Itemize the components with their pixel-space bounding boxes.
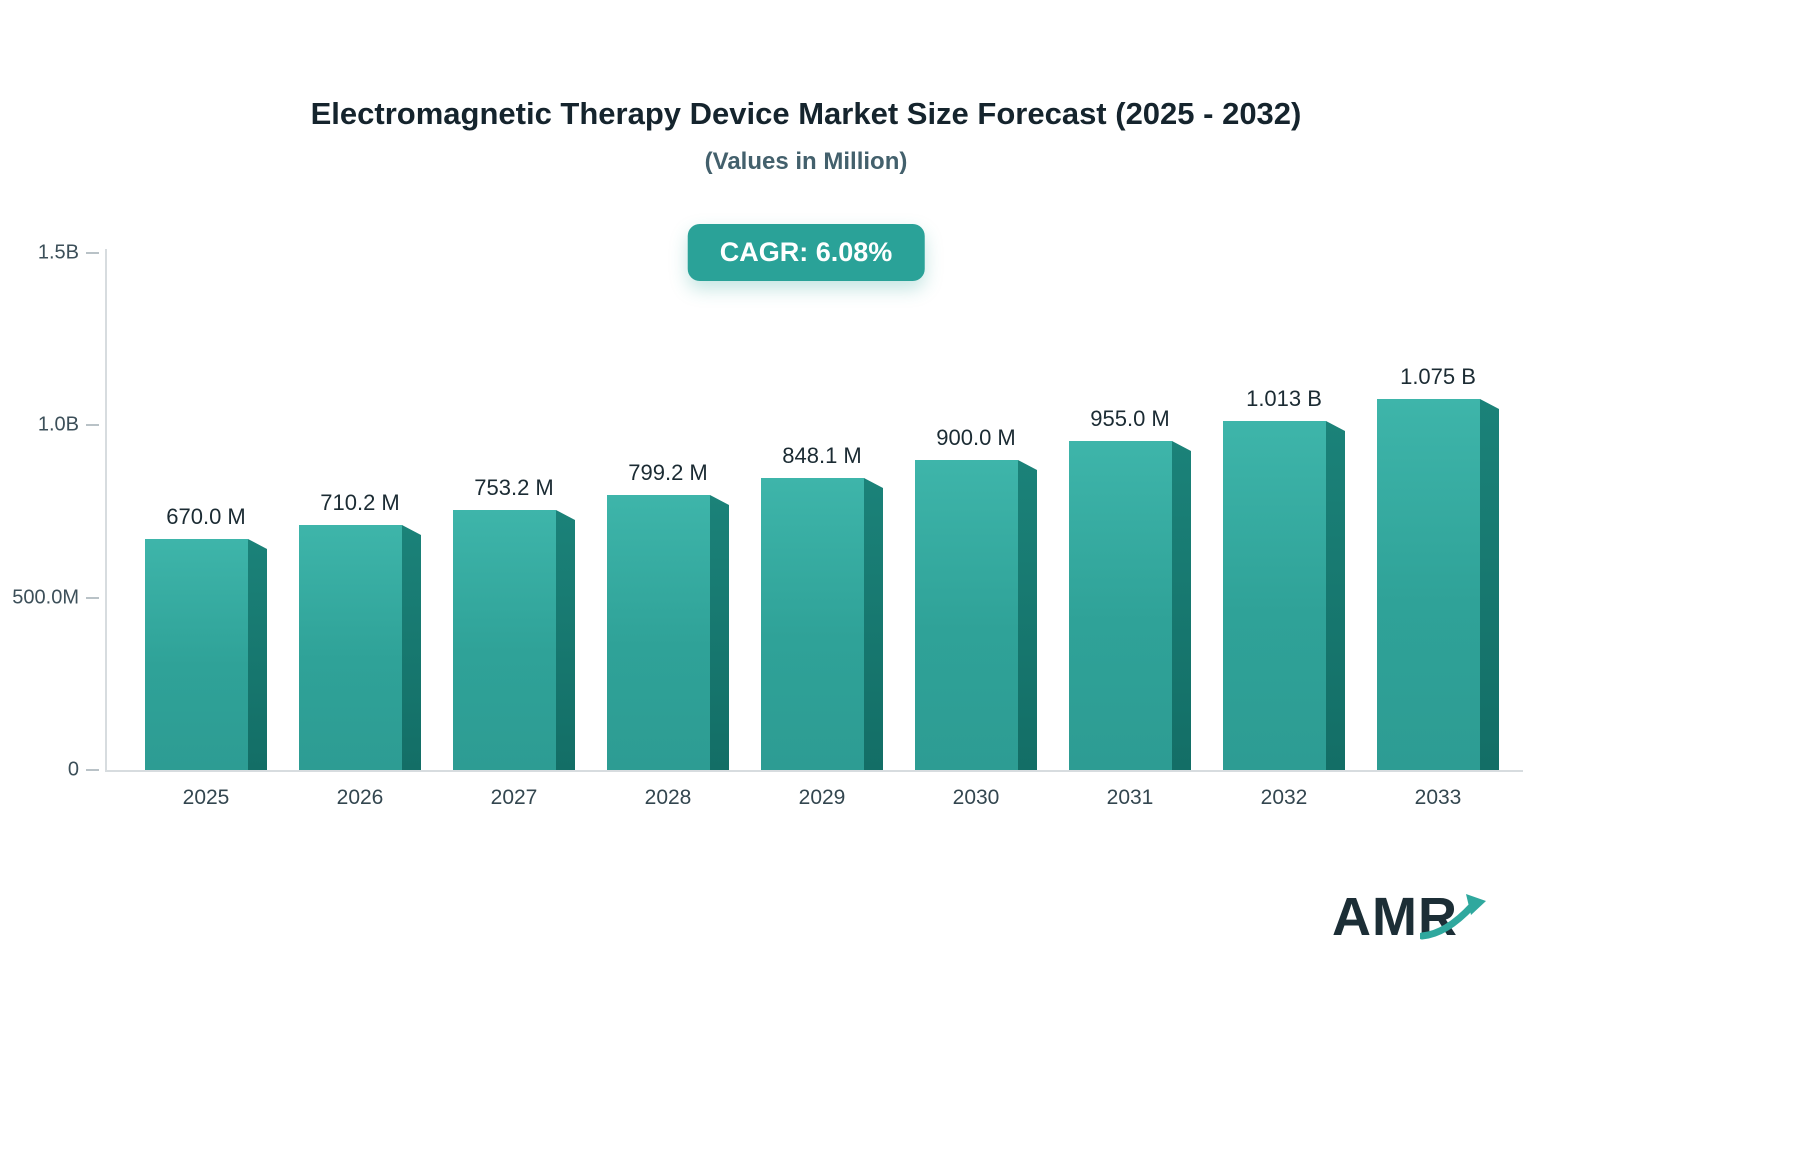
- y-tick-label: 0: [67, 758, 79, 781]
- y-tick-mark: [86, 424, 99, 427]
- bar-side: [248, 539, 267, 770]
- bar-face: [915, 460, 1018, 770]
- y-tick-mark: [86, 252, 99, 254]
- bar-value-label: 955.0 M: [1090, 406, 1170, 431]
- x-axis-label: 2025: [182, 786, 230, 809]
- bar-2030: 900.0 M: [915, 425, 1037, 770]
- bar-value-label: 1.013 B: [1246, 386, 1322, 411]
- bar-slot: 955.0 M 2031: [1053, 253, 1207, 809]
- bar-2025: 670.0 M: [145, 504, 267, 770]
- bar-face: [761, 478, 864, 770]
- bar-slot: 710.2 M 2026: [283, 253, 437, 809]
- bar-2027: 753.2 M: [453, 475, 575, 770]
- bar-slot: 848.1 M 2029: [745, 253, 899, 809]
- y-tick-mark: [86, 769, 99, 771]
- chart-title: Electromagnetic Therapy Device Market Si…: [310, 96, 1302, 131]
- y-tick-label: 1.0B: [37, 413, 79, 436]
- cagr-badge: CAGR: 6.08%: [687, 224, 925, 281]
- bar-slot: 1.075 B 2033: [1361, 253, 1515, 809]
- bar-value-label: 753.2 M: [474, 475, 554, 500]
- bar-2031: 955.0 M: [1069, 406, 1191, 770]
- bar-side: [1480, 399, 1499, 770]
- bars-container: 670.0 M 2025 710.2 M 2026 753.2 M 2027 799.2 M…: [105, 253, 1523, 809]
- bar-face: [145, 539, 248, 770]
- bar-face: [1377, 399, 1480, 770]
- bar-face: [1223, 421, 1326, 770]
- bar-value-label: 848.1 M: [782, 443, 862, 468]
- bar-2033: 1.075 B: [1377, 364, 1499, 770]
- x-axis-label: 2030: [952, 786, 1000, 809]
- x-axis-label: 2026: [336, 786, 384, 809]
- bar-slot: 1.013 B 2032: [1207, 253, 1361, 809]
- plot-area: 1.5B 1.0B 500.0M 0 670.0 M 2025 710.2 M 2026 75…: [12, 242, 1523, 809]
- bar-face: [1069, 441, 1172, 770]
- bar-2028: 799.2 M: [607, 460, 729, 770]
- bar-2026: 710.2 M: [299, 490, 421, 770]
- y-axis-ticks: 1.5B 1.0B 500.0M 0: [12, 242, 1523, 781]
- y-tick-label: 1.5B: [37, 241, 79, 264]
- bar-slot: 799.2 M 2028: [591, 253, 745, 809]
- bar-side: [864, 478, 883, 770]
- amr-logo-text: AMR: [1332, 887, 1458, 947]
- bar-value-label: 670.0 M: [166, 504, 246, 529]
- y-tick-mark: [86, 596, 99, 599]
- y-axis-line: [105, 249, 107, 772]
- amr-logo: AMR: [1332, 887, 1490, 948]
- bar-face: [453, 510, 556, 770]
- x-axis-label: 2029: [798, 786, 846, 809]
- bar-side: [556, 510, 575, 770]
- bar-slot: 670.0 M 2025: [129, 253, 283, 809]
- bar-side: [1018, 460, 1037, 770]
- x-axis-label: 2031: [1106, 786, 1154, 809]
- bar-2029: 848.1 M: [761, 443, 883, 770]
- chart-subtitle: (Values in Million): [704, 148, 908, 175]
- bar-slot: 900.0 M 2030: [899, 253, 1053, 809]
- bar-2032: 1.013 B: [1223, 386, 1345, 770]
- bar-side: [1172, 441, 1191, 770]
- x-axis-line: [105, 770, 1523, 772]
- x-axis-label: 2027: [490, 786, 538, 809]
- bar-face: [299, 525, 402, 770]
- bar-side: [402, 525, 421, 770]
- x-axis-label: 2033: [1414, 786, 1462, 809]
- bar-value-label: 710.2 M: [320, 490, 400, 515]
- bar-value-label: 900.0 M: [936, 425, 1016, 450]
- y-tick-label: 500.0M: [12, 586, 79, 609]
- amr-logo-arrow-icon: [1419, 894, 1486, 940]
- x-axis-label: 2028: [644, 786, 692, 809]
- bar-face: [607, 495, 710, 770]
- bar-value-label: 1.075 B: [1400, 364, 1476, 389]
- bar-slot: 753.2 M 2027: [437, 253, 591, 809]
- x-axis-label: 2032: [1260, 786, 1308, 809]
- bar-value-label: 799.2 M: [628, 460, 708, 485]
- bar-side: [1326, 421, 1345, 770]
- bar-side: [710, 495, 729, 770]
